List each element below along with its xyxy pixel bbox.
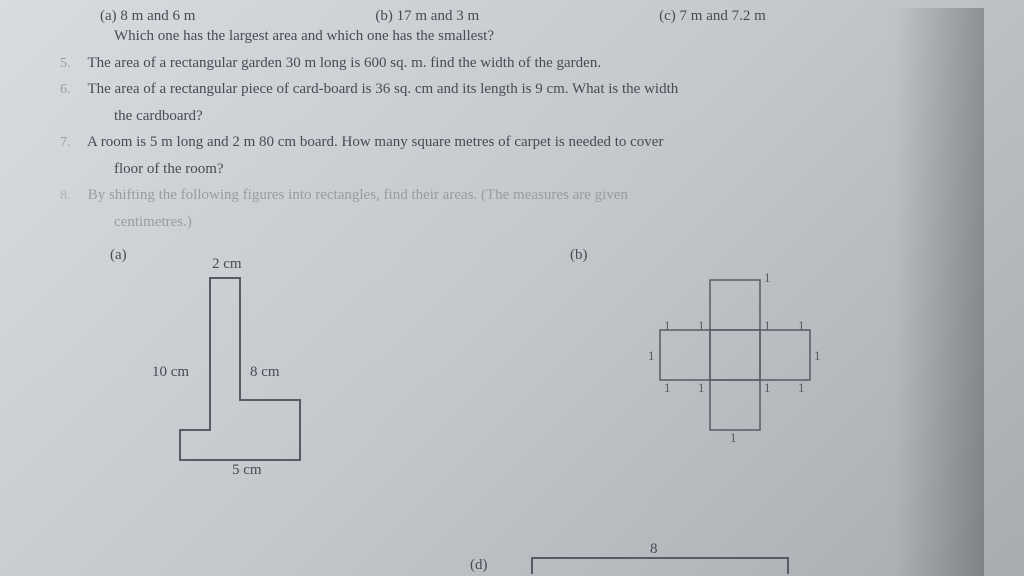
fig-b-1a: 1: [764, 270, 771, 286]
fig-a-left: 10 cm: [152, 364, 189, 381]
fig-b-label: (b): [570, 247, 850, 264]
figure-a-block: (a) 2 cm 10 cm 8 cm 5 cm: [150, 247, 350, 480]
fig-b-1b: 1: [664, 318, 671, 334]
q4-opt-c: (c) 7 m and 7.2 m: [659, 8, 766, 25]
q4-opt-a: (a) 8 m and 6 m: [100, 8, 195, 25]
q5-num: 5.: [60, 53, 84, 74]
fig-d-label: (d): [470, 557, 488, 574]
figure-a: 2 cm 10 cm 8 cm 5 cm: [150, 270, 350, 480]
q7-text: A room is 5 m long and 2 m 80 cm board. …: [87, 134, 664, 150]
fig-b-1f: 1: [648, 348, 655, 364]
q7-num: 7.: [60, 132, 84, 153]
q7-text2: floor of the room?: [114, 158, 984, 181]
q6-text2: the cardboard?: [114, 105, 984, 128]
q8-num: 8.: [60, 185, 84, 206]
figure-b: 1 1 1 1 1 1 1 1 1 1 1 1: [630, 270, 850, 450]
fig-a-bottom: 5 cm: [232, 462, 262, 479]
fig-b-1j: 1: [764, 380, 771, 396]
q8: 8. By shifting the following figures int…: [90, 184, 984, 207]
q8-text: By shifting the following figures into r…: [88, 187, 628, 203]
fig-b-1g: 1: [814, 348, 821, 364]
q4-followup: Which one has the largest area and which…: [114, 25, 984, 48]
figure-b-block: (b) 1 1 1 1 1 1 1 1 1 1: [630, 247, 850, 480]
q6: 6. The area of a rectangular piece of ca…: [90, 78, 984, 101]
fig-b-1h: 1: [664, 380, 671, 396]
fig-b-1i: 1: [698, 380, 705, 396]
q8-text2: centimetres.): [114, 211, 984, 234]
fig-b-1k: 1: [798, 380, 805, 396]
fig-a-inner: 8 cm: [250, 364, 280, 381]
q7: 7. A room is 5 m long and 2 m 80 cm boar…: [90, 131, 984, 154]
q6-num: 6.: [60, 79, 84, 100]
q6-text: The area of a rectangular piece of card-…: [87, 81, 678, 97]
q5-text: The area of a rectangular garden 30 m lo…: [87, 55, 601, 71]
figure-d-svg: [530, 556, 790, 576]
q4-options: (a) 8 m and 6 m (b) 17 m and 3 m (c) 7 m…: [100, 8, 984, 25]
page-scan: (a) 8 m and 6 m (b) 17 m and 3 m (c) 7 m…: [90, 8, 984, 576]
fig-b-1d: 1: [764, 318, 771, 334]
fig-a-top: 2 cm: [212, 256, 242, 273]
figures-row: (a) 2 cm 10 cm 8 cm 5 cm (b): [150, 247, 984, 480]
fig-b-1e: 1: [798, 318, 805, 334]
q5: 5. The area of a rectangular garden 30 m…: [90, 52, 984, 75]
fig-b-1l: 1: [730, 430, 737, 446]
fig-b-1c: 1: [698, 318, 705, 334]
q4-opt-b: (b) 17 m and 3 m: [375, 8, 479, 25]
